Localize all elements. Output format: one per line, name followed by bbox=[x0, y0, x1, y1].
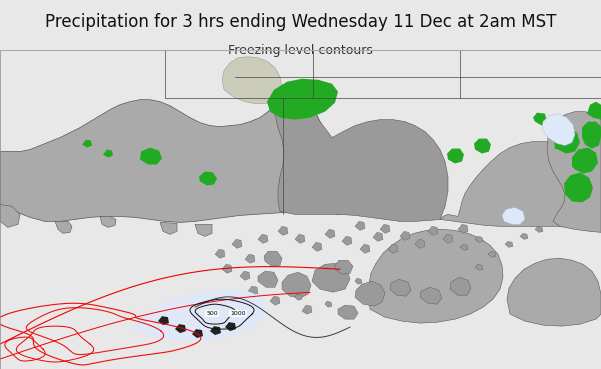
Polygon shape bbox=[140, 148, 162, 165]
Polygon shape bbox=[355, 221, 365, 230]
Polygon shape bbox=[222, 57, 282, 104]
Polygon shape bbox=[82, 139, 92, 148]
Polygon shape bbox=[325, 230, 335, 238]
Polygon shape bbox=[502, 207, 525, 224]
Polygon shape bbox=[420, 287, 442, 304]
Polygon shape bbox=[100, 216, 116, 227]
Polygon shape bbox=[295, 234, 305, 243]
Polygon shape bbox=[175, 324, 186, 333]
Polygon shape bbox=[390, 279, 411, 296]
Polygon shape bbox=[355, 278, 362, 284]
Polygon shape bbox=[360, 244, 370, 253]
Polygon shape bbox=[215, 249, 225, 258]
Polygon shape bbox=[460, 244, 468, 250]
Text: Freezing level contours: Freezing level contours bbox=[228, 44, 373, 57]
Polygon shape bbox=[428, 226, 438, 235]
Polygon shape bbox=[520, 233, 528, 239]
Polygon shape bbox=[278, 226, 288, 235]
Polygon shape bbox=[270, 296, 280, 305]
Polygon shape bbox=[267, 79, 338, 120]
Polygon shape bbox=[222, 264, 232, 273]
Polygon shape bbox=[245, 254, 255, 263]
Polygon shape bbox=[564, 172, 593, 203]
Polygon shape bbox=[325, 301, 332, 307]
Polygon shape bbox=[447, 149, 464, 163]
Polygon shape bbox=[535, 226, 543, 232]
Polygon shape bbox=[488, 251, 496, 257]
Polygon shape bbox=[275, 98, 448, 221]
Polygon shape bbox=[458, 224, 468, 233]
Polygon shape bbox=[210, 326, 221, 335]
Polygon shape bbox=[335, 260, 353, 274]
Polygon shape bbox=[312, 242, 322, 251]
Polygon shape bbox=[225, 322, 236, 331]
Text: 1000: 1000 bbox=[230, 311, 246, 315]
Polygon shape bbox=[264, 251, 282, 266]
Polygon shape bbox=[546, 120, 560, 132]
Polygon shape bbox=[507, 258, 601, 326]
Polygon shape bbox=[475, 264, 483, 270]
Polygon shape bbox=[295, 294, 302, 300]
Polygon shape bbox=[443, 234, 453, 243]
Polygon shape bbox=[380, 224, 390, 233]
Polygon shape bbox=[103, 149, 113, 158]
Polygon shape bbox=[547, 112, 601, 232]
Polygon shape bbox=[258, 234, 268, 243]
Polygon shape bbox=[342, 236, 352, 245]
Polygon shape bbox=[582, 122, 601, 149]
Polygon shape bbox=[554, 129, 580, 154]
Polygon shape bbox=[158, 316, 169, 325]
Polygon shape bbox=[400, 231, 410, 240]
Polygon shape bbox=[0, 204, 20, 227]
Polygon shape bbox=[0, 98, 340, 223]
Polygon shape bbox=[533, 113, 547, 125]
Polygon shape bbox=[282, 272, 311, 298]
Polygon shape bbox=[415, 239, 425, 248]
Polygon shape bbox=[302, 305, 312, 314]
Text: 500: 500 bbox=[206, 311, 218, 315]
Polygon shape bbox=[388, 244, 398, 253]
Text: Precipitation for 3 hrs ending Wednesday 11 Dec at 2am MST: Precipitation for 3 hrs ending Wednesday… bbox=[45, 13, 556, 31]
Polygon shape bbox=[130, 289, 268, 341]
Polygon shape bbox=[248, 286, 258, 295]
Polygon shape bbox=[587, 102, 601, 120]
Polygon shape bbox=[195, 224, 212, 236]
Polygon shape bbox=[542, 114, 575, 145]
Polygon shape bbox=[232, 239, 242, 248]
Polygon shape bbox=[312, 263, 350, 292]
Polygon shape bbox=[192, 329, 203, 338]
Polygon shape bbox=[572, 148, 598, 173]
Polygon shape bbox=[440, 142, 601, 226]
Polygon shape bbox=[355, 281, 385, 306]
Polygon shape bbox=[505, 241, 513, 247]
Polygon shape bbox=[55, 221, 72, 233]
Polygon shape bbox=[369, 230, 503, 323]
Polygon shape bbox=[475, 236, 483, 242]
Polygon shape bbox=[199, 172, 217, 186]
Polygon shape bbox=[258, 271, 278, 287]
Polygon shape bbox=[338, 305, 358, 319]
Polygon shape bbox=[450, 277, 471, 295]
Polygon shape bbox=[474, 139, 491, 154]
Polygon shape bbox=[373, 232, 383, 241]
Polygon shape bbox=[240, 271, 250, 280]
Polygon shape bbox=[160, 223, 177, 234]
